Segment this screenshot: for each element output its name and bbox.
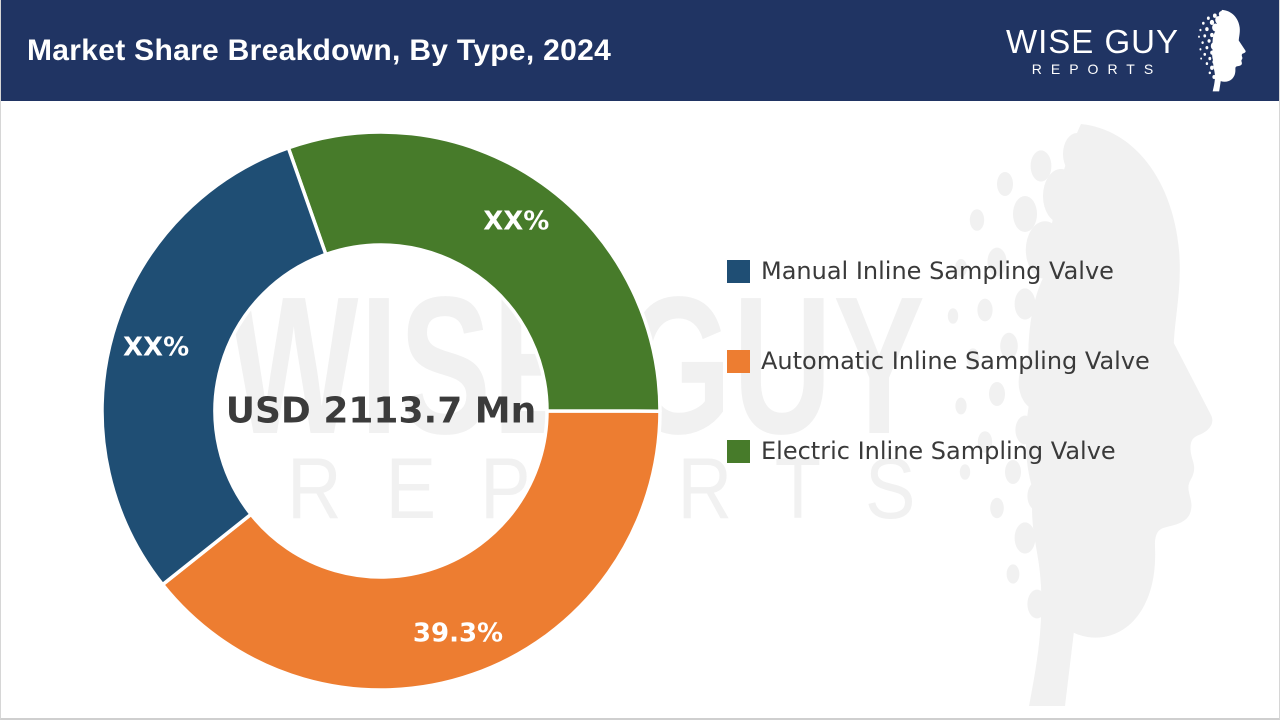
legend-item-manual: Manual Inline Sampling Valve [727,249,1114,293]
header-bar: Market Share Breakdown, By Type, 2024 WI… [1,0,1279,101]
legend-item-electric: Electric Inline Sampling Valve [727,429,1116,473]
donut-segment-1 [160,409,662,692]
logo-face-icon [1198,9,1246,91]
donut-segment-2 [286,130,662,413]
page-title: Market Share Breakdown, By Type, 2024 [27,33,612,67]
brand-logo-text: WISE GUY REPORTS [1006,25,1179,76]
logo-wordmark: WISE GUY [1005,23,1179,60]
watermark-face-icon [947,124,1213,706]
donut-chart: XX% 39.3% XX% [100,130,662,692]
chart-center-value: USD 2113.7 Mn [225,390,537,432]
segment-value-label-2: XX% [483,206,549,236]
legend-swatch-electric [727,439,750,463]
legend-label-manual: Manual Inline Sampling Valve [761,257,1114,285]
legend-label-electric: Electric Inline Sampling Valve [761,437,1116,465]
legend-item-automatic: Automatic Inline Sampling Valve [727,339,1150,383]
segment-value-label-1: 39.3% [413,618,503,648]
donut-segment-0 [100,146,328,587]
legend-swatch-automatic [727,349,750,373]
legend-swatch-manual [727,259,750,283]
segment-value-label-0: XX% [123,333,189,363]
brand-logo: WISE GUY REPORTS [1006,9,1253,93]
legend-label-automatic: Automatic Inline Sampling Valve [761,347,1150,375]
logo-subtitle: REPORTS [1031,61,1163,77]
